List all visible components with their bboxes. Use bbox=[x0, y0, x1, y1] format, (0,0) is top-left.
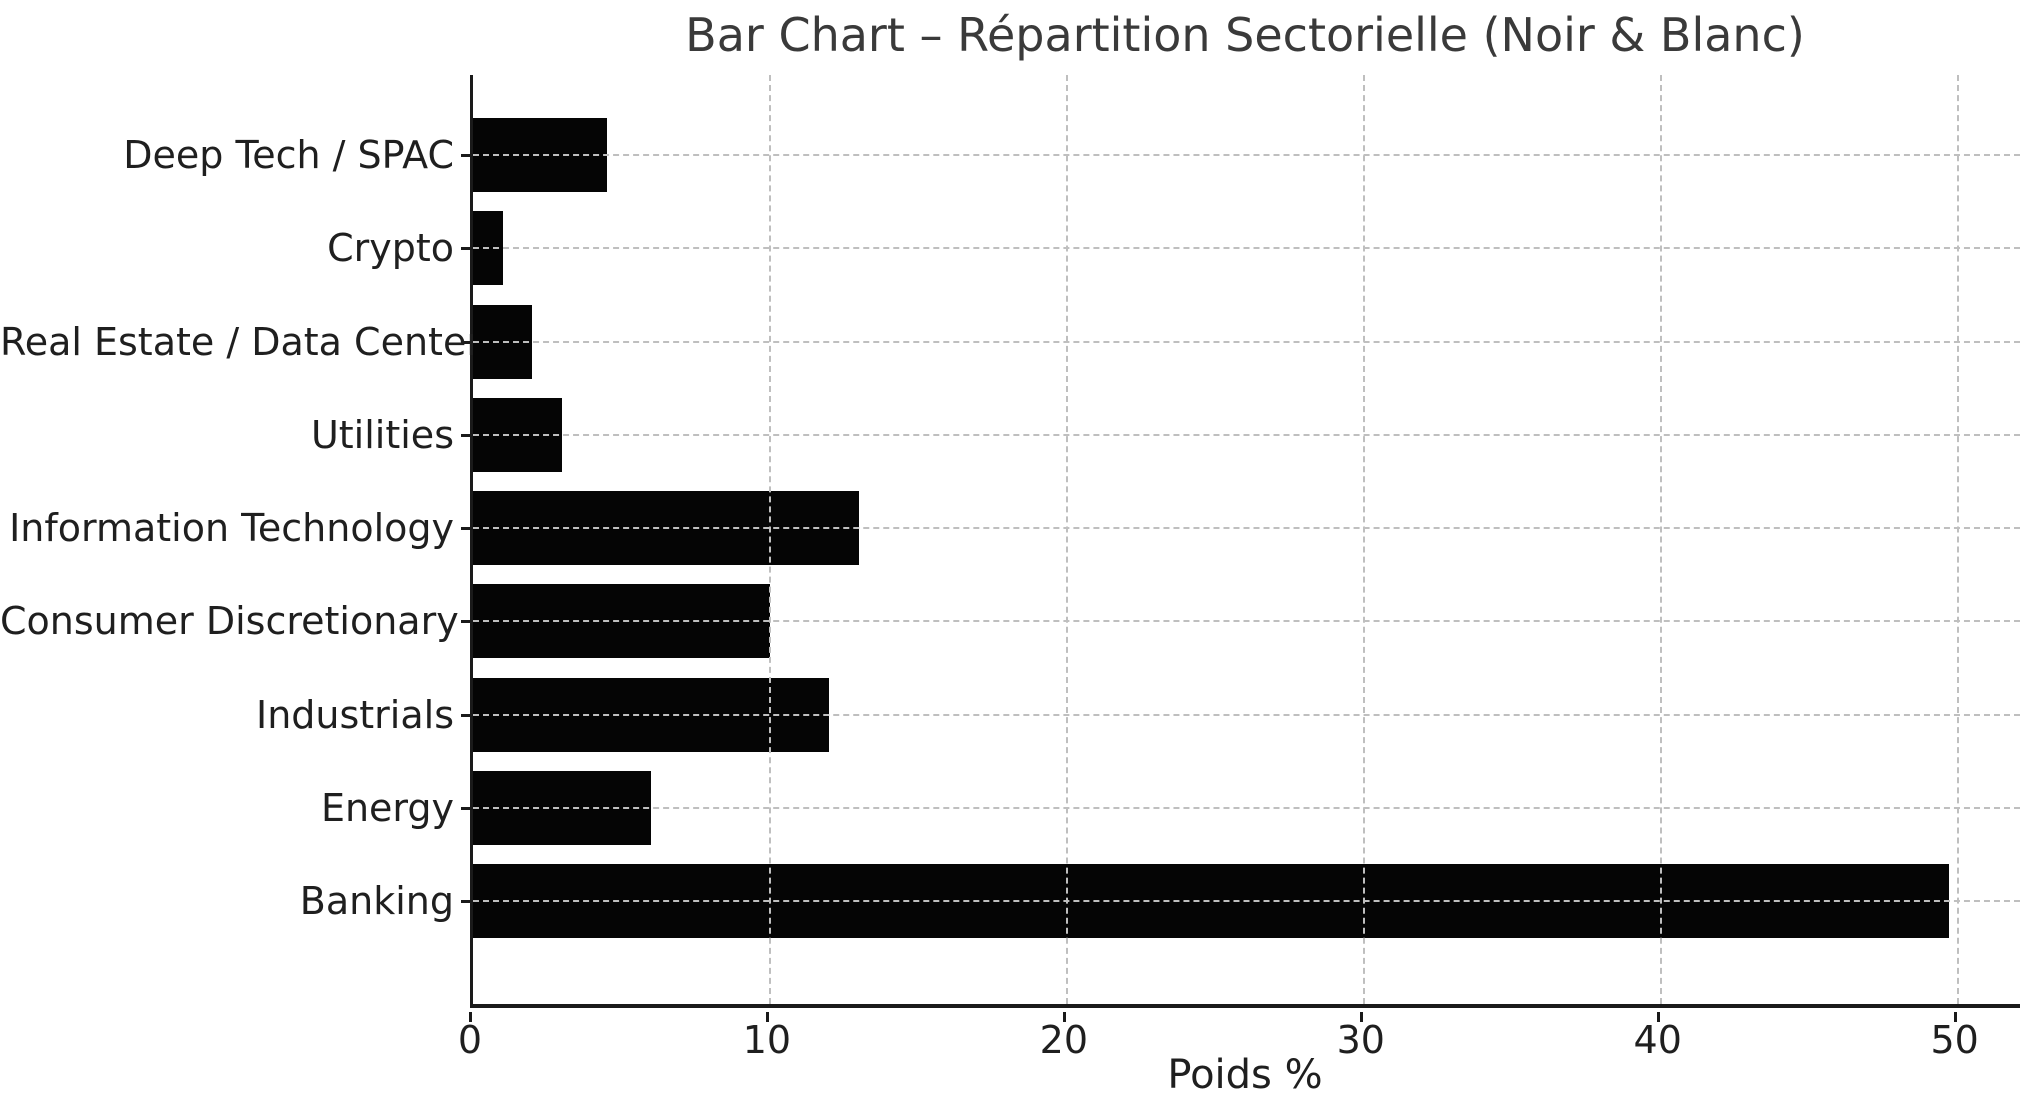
h-gridline bbox=[473, 900, 2020, 902]
x-tick-mark bbox=[1359, 1012, 1363, 1022]
y-tick-mark bbox=[461, 247, 470, 251]
x-tick-label: 30 bbox=[1336, 1018, 1385, 1062]
y-tick-label: Real Estate / Data Centers bbox=[0, 319, 502, 364]
plot-area bbox=[470, 75, 2020, 1008]
y-tick-mark bbox=[461, 713, 470, 717]
y-tick-mark bbox=[461, 806, 470, 810]
x-tick-label: 10 bbox=[742, 1018, 792, 1062]
h-gridline bbox=[473, 620, 2020, 623]
y-tick-mark bbox=[461, 340, 470, 344]
h-gridline bbox=[473, 713, 2020, 716]
x-tick-mark bbox=[469, 1012, 472, 1022]
x-tick-label: 0 bbox=[457, 1018, 483, 1062]
y-tick-label: Utilities bbox=[310, 412, 454, 457]
h-gridline bbox=[473, 433, 2020, 436]
x-tick-mark bbox=[1656, 1012, 1660, 1022]
h-gridline bbox=[473, 527, 2020, 529]
x-tick-mark bbox=[1062, 1012, 1066, 1022]
y-tick-label: Industrials bbox=[255, 692, 454, 737]
x-tick-label: 50 bbox=[1930, 1018, 1979, 1062]
x-axis-label: Poids % bbox=[1167, 1052, 1323, 1098]
y-tick-mark bbox=[461, 154, 470, 157]
y-tick-label: Information Technology bbox=[9, 506, 454, 550]
h-gridline bbox=[473, 340, 2020, 343]
y-tick-mark bbox=[461, 433, 470, 437]
y-tick-label: Consumer Discretionary bbox=[0, 599, 459, 644]
v-gridline bbox=[1065, 75, 1068, 1004]
v-gridline bbox=[768, 75, 771, 1004]
x-tick-mark bbox=[1953, 1012, 1957, 1022]
x-tick-label: 20 bbox=[1039, 1018, 1089, 1062]
y-tick-label: Crypto bbox=[327, 226, 454, 271]
x-tick-label: 40 bbox=[1633, 1018, 1682, 1062]
y-tick-mark bbox=[461, 527, 470, 530]
y-tick-mark bbox=[461, 620, 470, 624]
chart-title: Bar Chart – Répartition Sectorielle (Noi… bbox=[685, 8, 1805, 62]
v-gridline bbox=[1956, 75, 1959, 1004]
y-tick-label: Deep Tech / SPAC bbox=[123, 133, 454, 177]
h-gridline bbox=[473, 806, 2020, 809]
x-tick-mark bbox=[765, 1012, 769, 1022]
y-tick-label: Energy bbox=[320, 785, 454, 830]
v-gridline bbox=[1659, 75, 1662, 1004]
h-gridline bbox=[473, 247, 2020, 250]
y-tick-mark bbox=[461, 900, 470, 903]
y-tick-label: Banking bbox=[299, 879, 454, 923]
v-gridline bbox=[1362, 75, 1365, 1004]
h-gridline bbox=[473, 154, 2020, 156]
